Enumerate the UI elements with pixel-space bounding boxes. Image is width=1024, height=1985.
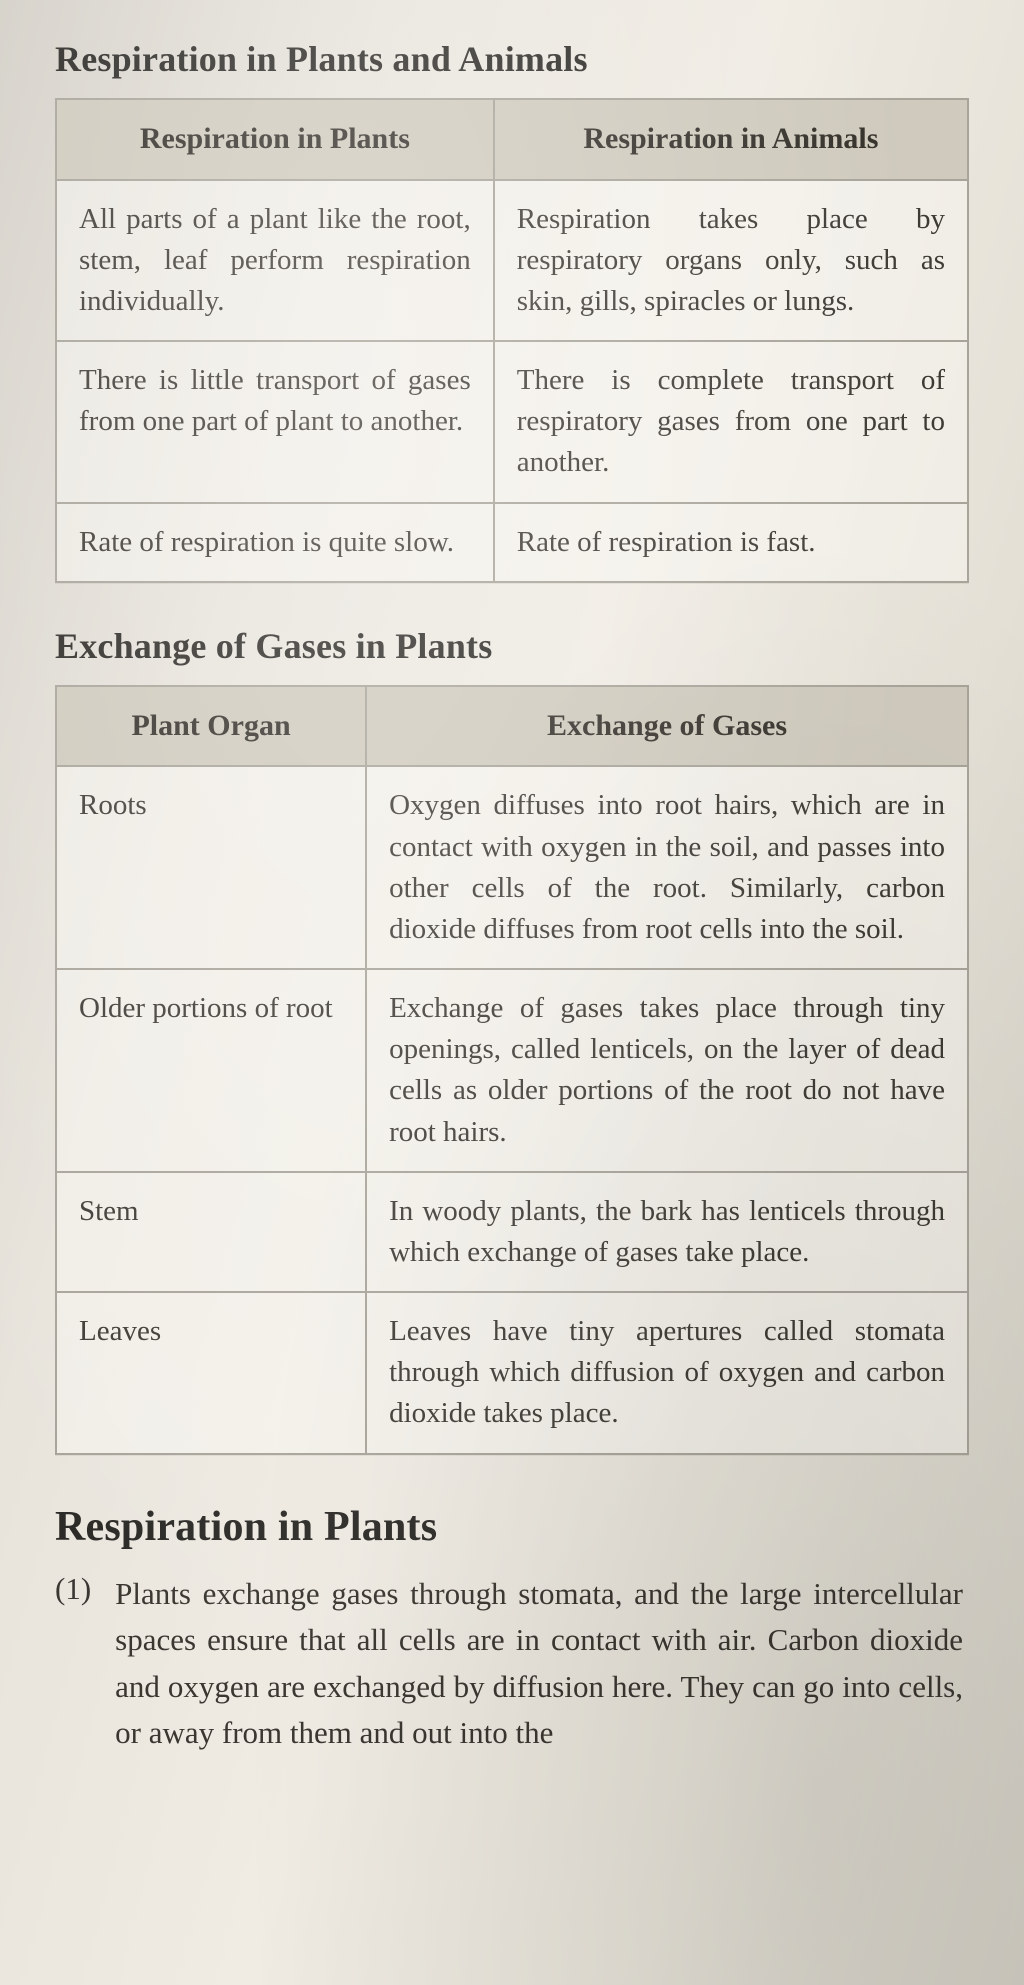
cell-animals-r3: Rate of respiration is fast.: [494, 503, 968, 582]
table-row: Leaves Leaves have tiny apertures called…: [56, 1292, 968, 1454]
list-number: (1): [55, 1571, 91, 1757]
list-text: Plants exchange gases through stomata, a…: [115, 1571, 963, 1757]
col-header-exchange: Exchange of Gases: [366, 686, 968, 767]
heading-respiration-plants: Respiration in Plants: [55, 1503, 969, 1551]
table-header-row: Plant Organ Exchange of Gases: [56, 686, 968, 767]
cell-plants-r1: All parts of a plant like the root, stem…: [56, 180, 494, 342]
cell-exchange-roots: Oxygen diffuses into root hairs, which a…: [366, 766, 968, 969]
table-row: All parts of a plant like the root, stem…: [56, 180, 968, 342]
table-row: There is little transport of gases from …: [56, 341, 968, 503]
table-row: Stem In woody plants, the bark has lenti…: [56, 1172, 968, 1292]
heading-respiration-comparison: Respiration in Plants and Animals: [55, 38, 969, 80]
cell-organ-leaves: Leaves: [56, 1292, 366, 1454]
cell-animals-r2: There is complete transport of respirato…: [494, 341, 968, 503]
table-row: Older portions of root Exchange of gases…: [56, 969, 968, 1172]
table-row: Roots Oxygen diffuses into root hairs, w…: [56, 766, 968, 969]
cell-organ-stem: Stem: [56, 1172, 366, 1292]
col-header-plants: Respiration in Plants: [56, 99, 494, 180]
cell-exchange-older-root: Exchange of gases takes place through ti…: [366, 969, 968, 1172]
col-header-animals: Respiration in Animals: [494, 99, 968, 180]
table-row: Rate of respiration is quite slow. Rate …: [56, 503, 968, 582]
cell-organ-older-root: Older portions of root: [56, 969, 366, 1172]
table-header-row: Respiration in Plants Respiration in Ani…: [56, 99, 968, 180]
cell-organ-roots: Roots: [56, 766, 366, 969]
table-respiration-comparison: Respiration in Plants Respiration in Ani…: [55, 98, 969, 583]
cell-exchange-stem: In woody plants, the bark has lenticels …: [366, 1172, 968, 1292]
cell-exchange-leaves: Leaves have tiny apertures called stomat…: [366, 1292, 968, 1454]
page: Respiration in Plants and Animals Respir…: [0, 0, 1024, 1985]
cell-plants-r3: Rate of respiration is quite slow.: [56, 503, 494, 582]
cell-animals-r1: Respiration takes place by respiratory o…: [494, 180, 968, 342]
list-item-1: (1) Plants exchange gases through stomat…: [55, 1571, 969, 1757]
heading-exchange-gases: Exchange of Gases in Plants: [55, 625, 969, 667]
cell-plants-r2: There is little transport of gases from …: [56, 341, 494, 503]
col-header-organ: Plant Organ: [56, 686, 366, 767]
table-exchange-gases: Plant Organ Exchange of Gases Roots Oxyg…: [55, 685, 969, 1455]
